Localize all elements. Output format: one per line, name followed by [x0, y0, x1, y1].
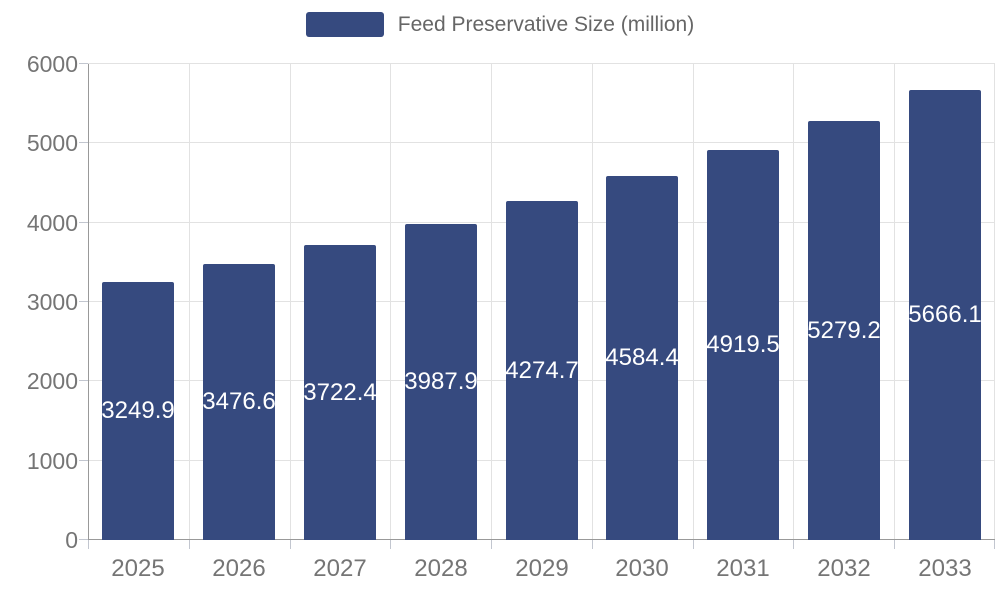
bar-2032[interactable]: 5279.2 — [807, 121, 881, 540]
y-tick-label: 1000 — [26, 447, 78, 474]
x-axis-tick — [894, 540, 895, 549]
y-tick-label: 0 — [65, 527, 78, 553]
x-tick-label: 2026 — [212, 555, 266, 582]
y-axis-labels: 0 1000 2000 3000 4000 5000 6000 — [0, 52, 78, 552]
bar-value-label: 5279.2 — [807, 316, 881, 344]
y-axis-tick — [79, 221, 88, 223]
bar-value-label: 4584.4 — [605, 344, 679, 371]
gridline-vertical — [894, 64, 895, 540]
x-tick-label: 2029 — [515, 555, 569, 582]
x-axis-tick — [491, 540, 492, 549]
y-axis-tick — [79, 142, 88, 144]
y-tick-label: 5000 — [26, 130, 78, 157]
gridline-vertical — [994, 64, 995, 540]
y-axis-line — [88, 64, 89, 540]
gridline-vertical — [491, 64, 492, 540]
y-tick-label: 6000 — [26, 51, 78, 77]
x-axis-tick — [390, 540, 391, 549]
gridline-horizontal — [88, 142, 995, 144]
y-axis-tick — [79, 301, 88, 302]
x-axis-tick — [290, 540, 291, 549]
bar-2031[interactable]: 4919.5 — [706, 150, 780, 540]
legend-label: Feed Preservative Size (million) — [397, 12, 695, 36]
bar-value-label: 3249.9 — [101, 397, 175, 424]
x-axis-tick — [88, 540, 89, 549]
bar-2027[interactable]: 3722.4 — [303, 245, 377, 540]
x-axis-tick — [793, 540, 794, 549]
legend-item[interactable]: Feed Preservative Size (million) — [0, 12, 1000, 37]
x-tick-label: 2027 — [313, 555, 367, 582]
bar-value-label: 3722.4 — [303, 378, 377, 406]
x-axis-tick — [693, 540, 694, 549]
x-axis-labels: 2025 2026 2027 2028 2029 2030 2031 2032 2033 — [88, 555, 995, 585]
y-tick-label: 4000 — [26, 209, 78, 236]
gridline-vertical — [290, 64, 291, 540]
y-axis-tick — [79, 380, 88, 382]
bar-value-label: 5666.1 — [908, 301, 982, 328]
x-tick-label: 2025 — [111, 555, 165, 582]
bar-2033[interactable]: 5666.1 — [908, 90, 982, 540]
bar-2025[interactable]: 3249.9 — [101, 282, 175, 540]
legend-swatch — [305, 12, 384, 37]
bar-value-label: 4919.5 — [706, 331, 780, 358]
x-axis-tick — [994, 540, 995, 549]
gridline-horizontal — [88, 63, 995, 64]
gridline-vertical — [793, 64, 794, 540]
bar-value-label: 3476.6 — [202, 388, 276, 415]
y-tick-label: 2000 — [26, 368, 78, 395]
y-tick-label: 3000 — [26, 289, 78, 315]
bar-2028[interactable]: 3987.9 — [404, 224, 478, 540]
y-axis-tick — [79, 539, 88, 540]
gridline-vertical — [693, 64, 694, 540]
x-tick-label: 2030 — [615, 555, 669, 582]
y-axis-tick — [79, 459, 88, 461]
x-tick-label: 2033 — [918, 555, 972, 582]
plot-area: 3249.9 3476.6 3722.4 3987.9 4274.7 4584.4 4919… — [79, 63, 995, 549]
bar-value-label: 3987.9 — [404, 368, 478, 395]
bar-2030[interactable]: 4584.4 — [605, 176, 679, 540]
y-axis-tick — [79, 63, 88, 64]
gridline-vertical — [390, 64, 391, 540]
x-tick-label: 2032 — [817, 555, 871, 582]
x-tick-label: 2031 — [716, 555, 770, 582]
bar-2026[interactable]: 3476.6 — [202, 264, 276, 540]
bar-2029[interactable]: 4274.7 — [505, 201, 579, 540]
gridline-vertical — [592, 64, 593, 540]
x-tick-label: 2028 — [414, 555, 468, 582]
x-axis-tick — [592, 540, 593, 549]
gridline-vertical — [189, 64, 190, 540]
bar-value-label: 4274.7 — [505, 356, 579, 384]
x-axis-tick — [189, 540, 190, 549]
